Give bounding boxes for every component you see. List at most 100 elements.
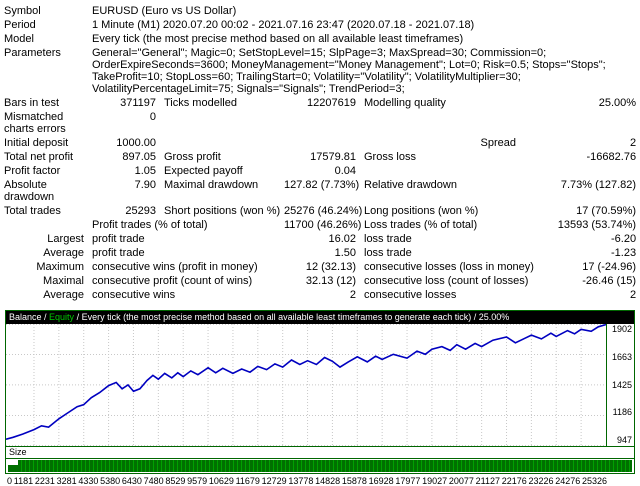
- long-positions-value: 17 (70.59%): [576, 205, 637, 217]
- legend-balance-label: Balance: [9, 312, 42, 322]
- spacer-cell: [160, 136, 280, 150]
- x-tick-label: 11679: [235, 476, 260, 486]
- table-row-net-profit: Total net profit 897.05 Gross profit 175…: [0, 150, 640, 164]
- average-profit-trade-label: profit trade: [92, 247, 145, 259]
- x-tick-label: 19027: [422, 476, 448, 486]
- gross-profit-label: Gross profit: [164, 151, 221, 163]
- table-row-maximum-consecutive: Maximum consecutive wins (profit in mone…: [0, 260, 640, 274]
- table-row-profit-factor: Profit factor 1.05 Expected payoff 0.04: [0, 164, 640, 178]
- total-trades-label: Total trades: [4, 205, 61, 217]
- spacer-cell: [280, 110, 360, 136]
- gross-loss-value: -16682.76: [586, 151, 637, 163]
- size-bars-start-segment: [8, 465, 18, 472]
- spacer-cell: [360, 110, 520, 136]
- modelling-quality-label: Modelling quality: [364, 97, 446, 109]
- maximum-consecutive-losses-label: consecutive losses (loss in money): [364, 261, 534, 273]
- x-tick-label: 22176: [501, 476, 527, 486]
- table-row-period: Period 1 Minute (M1) 2020.07.20 00:02 - …: [0, 18, 640, 32]
- size-chart: [6, 458, 634, 473]
- relative-drawdown-label: Relative drawdown: [364, 179, 457, 191]
- gross-loss-label: Gross loss: [364, 151, 416, 163]
- spacer-cell: [280, 136, 360, 150]
- table-row-deposit: Initial deposit 1000.00 Spread 2: [0, 136, 640, 150]
- y-tick-label: 1902: [611, 324, 632, 334]
- modelling-quality-value: 25.00%: [598, 97, 637, 109]
- legend-model-text: / Every tick (the most precise method ba…: [74, 312, 510, 322]
- initial-deposit-label: Initial deposit: [4, 137, 69, 149]
- ticks-modelled-value: 12207619: [307, 97, 356, 109]
- x-tick-label: 20077: [448, 476, 474, 486]
- spacer-cell: [360, 164, 520, 178]
- table-row-largest: Largest profit trade 16.02 loss trade -6…: [0, 232, 640, 246]
- x-tick-label: 12729: [261, 476, 287, 486]
- largest-label: Largest: [47, 233, 84, 245]
- balance-chart-box: Balance / Equity / Every tick (the most …: [5, 310, 635, 474]
- period-label: Period: [4, 19, 36, 31]
- model-value: Every tick (the most precise method base…: [92, 33, 464, 45]
- x-tick-label: 10629: [208, 476, 234, 486]
- maximal-consecutive-profit-label: consecutive profit (count of wins): [92, 275, 253, 287]
- total-net-profit-label: Total net profit: [4, 151, 74, 163]
- x-tick-label: 1181: [13, 476, 34, 486]
- size-chart-label: Size: [6, 446, 634, 458]
- symbol-value: EURUSD (Euro vs US Dollar): [92, 5, 237, 17]
- x-tick-label: 8529: [165, 476, 186, 486]
- average-profit-trade-value: 1.50: [334, 247, 356, 259]
- gross-profit-value: 17579.81: [310, 151, 356, 163]
- legend-separator: /: [41, 312, 50, 322]
- largest-loss-trade-value: -6.20: [610, 233, 637, 245]
- profit-trades-value: 11700 (46.26%): [284, 219, 362, 231]
- largest-loss-trade-label: loss trade: [364, 233, 412, 245]
- long-positions-label: Long positions (won %): [364, 205, 479, 217]
- total-trades-value: 25293: [125, 205, 156, 217]
- table-row-average-trade: Average profit trade 1.50 loss trade -1.…: [0, 246, 640, 260]
- strategy-tester-report-table: Symbol EURUSD (Euro vs US Dollar) Period…: [0, 4, 640, 302]
- largest-profit-trade-label: profit trade: [92, 233, 145, 245]
- maximal-consecutive-profit-value: 32.13 (12): [305, 275, 356, 287]
- initial-deposit-value: 1000.00: [116, 137, 156, 149]
- absolute-drawdown-label: Absolute drawdown: [4, 179, 55, 203]
- maximum-consecutive-wins-label: consecutive wins (profit in money): [92, 261, 258, 273]
- x-tick-label: 9579: [187, 476, 208, 486]
- spacer-cell: [520, 164, 640, 178]
- chart-legend-bar: Balance / Equity / Every tick (the most …: [6, 311, 634, 324]
- x-axis-labels: 0 1181 2231 3281 4330 5380 6430 7480 8529 9579 106…: [5, 474, 609, 486]
- balance-chart-section: Balance / Equity / Every tick (the most …: [5, 310, 635, 486]
- period-value: 1 Minute (M1) 2020.07.20 00:02 - 2021.07…: [92, 19, 475, 31]
- table-row-bars: Bars in test 371197 Ticks modelled 12207…: [0, 96, 640, 110]
- balance-chart-svg: [6, 324, 607, 446]
- relative-drawdown-value: 7.73% (127.82): [560, 179, 637, 191]
- largest-profit-trade-value: 16.02: [328, 233, 356, 245]
- x-tick-label: 24276: [555, 476, 581, 486]
- x-tick-label: 23226: [528, 476, 554, 486]
- expected-payoff-value: 0.04: [334, 165, 356, 177]
- table-row-model: Model Every tick (the most precise metho…: [0, 32, 640, 46]
- legend-equity-label: Equity: [49, 312, 75, 322]
- x-tick-label: 6430: [121, 476, 142, 486]
- table-row-average-consecutive: Average consecutive wins 2 consecutive l…: [0, 288, 640, 302]
- table-row-total-trades: Total trades 25293 Short positions (won …: [0, 204, 640, 218]
- profit-factor-value: 1.05: [134, 165, 156, 177]
- y-tick-label: 1186: [612, 407, 632, 418]
- average-consecutive-label: Average: [43, 289, 84, 301]
- bars-in-test-value: 371197: [120, 97, 156, 109]
- maximal-drawdown-label: Maximal drawdown: [164, 179, 259, 191]
- x-tick-label: 7480: [143, 476, 164, 486]
- ticks-modelled-label: Ticks modelled: [164, 97, 237, 109]
- x-tick-label: 16928: [368, 476, 394, 486]
- x-tick-label: 3281: [56, 476, 77, 486]
- maximal-consecutive-loss-label: consecutive loss (count of losses): [364, 275, 529, 287]
- spacer-cell: [160, 110, 280, 136]
- profit-factor-label: Profit factor: [4, 165, 61, 177]
- short-positions-value: 25276 (46.24%): [284, 205, 363, 217]
- y-tick-label: 1663: [611, 351, 632, 362]
- absolute-drawdown-value: 7.90: [134, 179, 156, 191]
- expected-payoff-label: Expected payoff: [164, 165, 243, 177]
- maximum-label: Maximum: [36, 261, 84, 273]
- parameters-value: General="General"; Magic=0; SetStopLevel…: [92, 47, 606, 95]
- x-tick-label: 14828: [315, 476, 341, 486]
- maximal-drawdown-value: 127.82 (7.73%): [284, 179, 360, 191]
- maximal-label: Maximal: [43, 275, 84, 287]
- y-tick-label: 1425: [611, 379, 632, 390]
- average-consecutive-losses-label: consecutive losses: [364, 289, 457, 301]
